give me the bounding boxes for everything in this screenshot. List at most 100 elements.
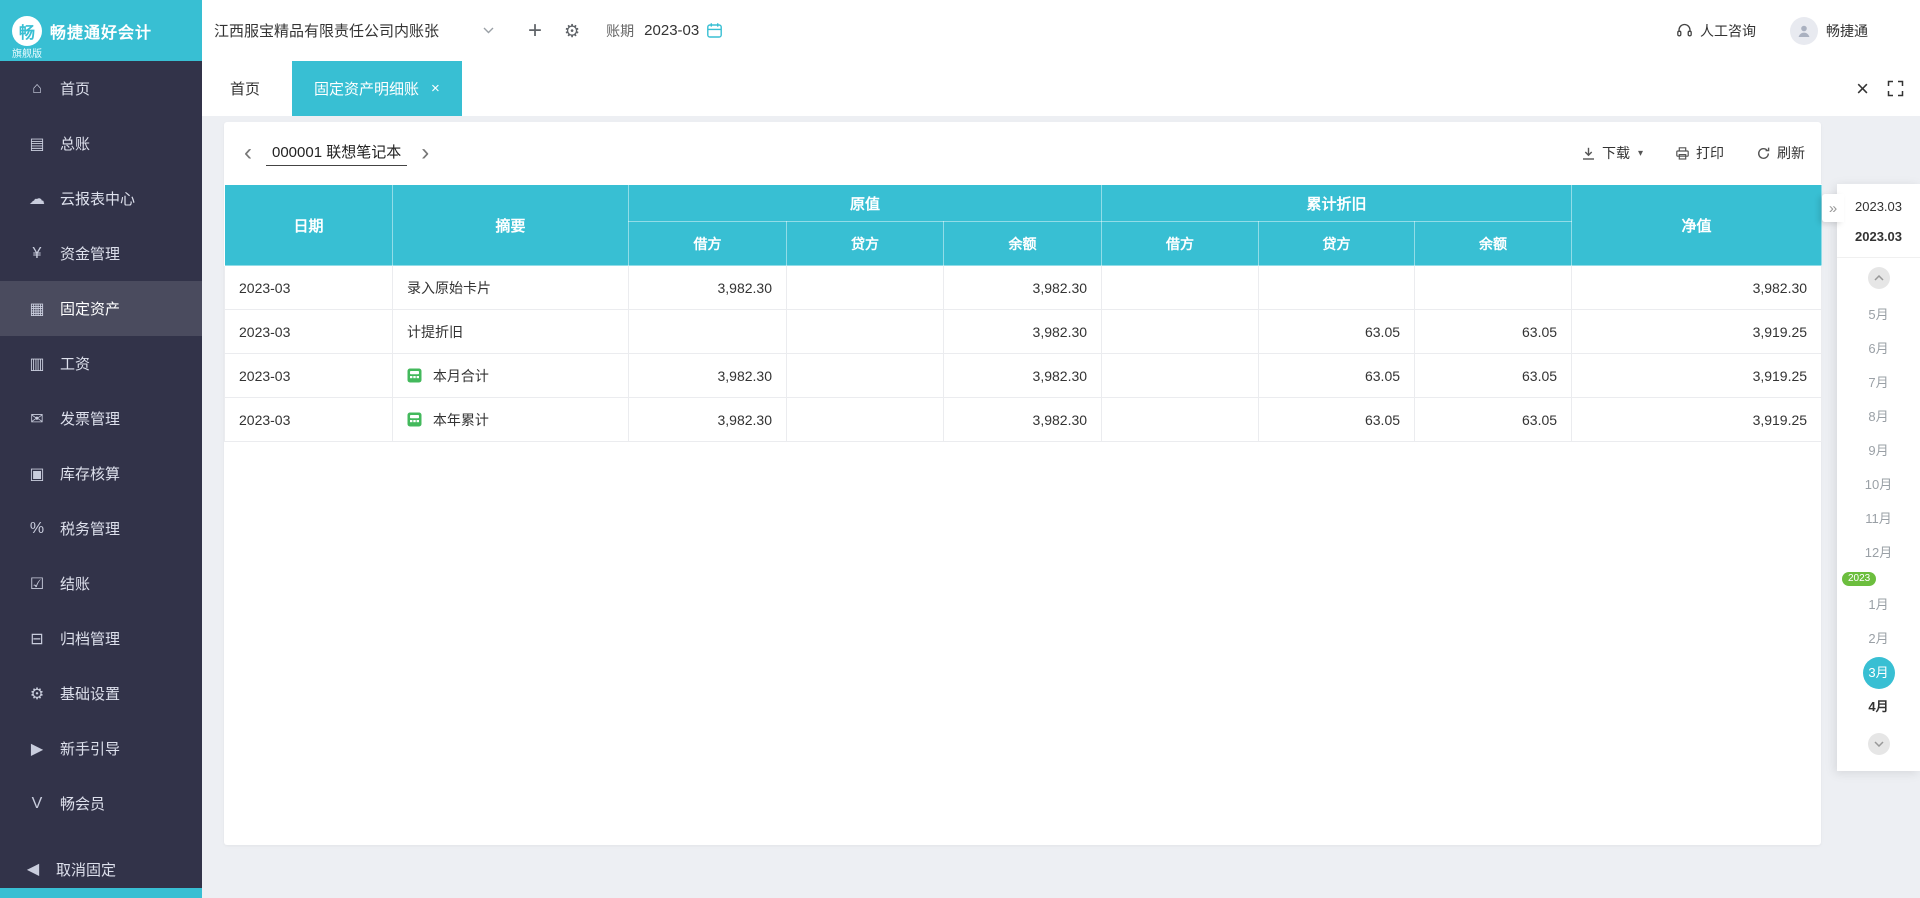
- guide-icon: ▶: [30, 740, 44, 758]
- cell-original-credit: [786, 265, 944, 310]
- unpin-icon: ◀: [26, 861, 40, 878]
- sidebar-item-fixed-assets[interactable]: ▦ 固定资产: [0, 281, 202, 336]
- period-panel: » 2023.03 2023.03 5月 6月 7月 8月 9月 10月 11月…: [1822, 184, 1920, 771]
- column-header-debit: 借方: [628, 221, 787, 266]
- sidebar-item-label: 总账: [60, 136, 91, 153]
- fullscreen-icon[interactable]: [1887, 80, 1904, 97]
- sidebar-item-label: 固定资产: [60, 301, 121, 318]
- cell-net-value: 3,982.30: [1571, 265, 1823, 310]
- month-item[interactable]: 7月: [1868, 375, 1889, 390]
- month-item[interactable]: 10月: [1864, 477, 1893, 492]
- close-icon[interactable]: ×: [1856, 75, 1869, 101]
- cell-original-debit: 3,982.30: [628, 397, 787, 442]
- company-name: 江西服宝精品有限责任公司内账张: [214, 23, 440, 40]
- accounting-period-selector[interactable]: 账期 2023-03: [606, 21, 723, 41]
- app-logo: 畅 畅捷通好会计 旗舰版: [0, 0, 202, 61]
- prev-asset-icon[interactable]: ‹: [244, 139, 252, 166]
- table-row: 2023-03 录入原始卡片 3,982.30 3,982.30 3,982.3…: [224, 265, 1823, 310]
- summary-text: 本月合计: [432, 367, 489, 384]
- cell-original-balance: 3,982.30: [942, 265, 1103, 310]
- fixed-asset-ledger-table: 日期 摘要 原值 累计折旧 净值 借方 贷方 余额 借方 贷方 余额: [224, 184, 1823, 442]
- month-item[interactable]: 12月: [1864, 545, 1893, 560]
- tab-fixed-asset-detail-ledger[interactable]: 固定资产明细账 ×: [292, 61, 462, 116]
- sidebar-item-closing[interactable]: ☑ 结账: [0, 556, 202, 611]
- sidebar-item-home[interactable]: ⌂ 首页: [0, 61, 202, 116]
- refresh-label: 刷新: [1777, 145, 1805, 161]
- sidebar-item-inventory[interactable]: ▣ 库存核算: [0, 446, 202, 501]
- table-row: 2023-03 本月合计 3,982.30 3,982.30 63.05 63.…: [224, 353, 1823, 398]
- download-button[interactable]: 下载 ▾: [1581, 143, 1643, 163]
- collapse-panel-button[interactable]: »: [1822, 194, 1844, 222]
- asset-selector[interactable]: 000001 联想笔记本: [266, 141, 408, 166]
- sidebar-item-payroll[interactable]: ▥ 工资: [0, 336, 202, 391]
- unpin-label: 取消固定: [56, 861, 117, 879]
- download-label: 下载: [1601, 145, 1630, 161]
- unpin-sidebar-button[interactable]: ◀ 取消固定: [0, 852, 202, 886]
- brand-logo-glyph: 畅: [18, 24, 35, 42]
- headset-icon: [1676, 22, 1693, 39]
- human-support-button[interactable]: 人工咨询: [1676, 21, 1756, 41]
- cell-net-value: 3,919.25: [1571, 397, 1823, 442]
- company-selector[interactable]: 江西服宝精品有限责任公司内账张: [214, 20, 494, 41]
- sidebar-bottom-accent: [0, 888, 202, 898]
- month-item[interactable]: 8月: [1868, 409, 1889, 424]
- cell-depreciation-credit: 63.05: [1258, 309, 1416, 354]
- column-header-balance: 余额: [1414, 221, 1573, 266]
- cell-date: 2023-03: [224, 397, 393, 442]
- year-badge: 2023: [1842, 572, 1877, 586]
- tab-label: 首页: [230, 81, 261, 98]
- sidebar-item-invoices[interactable]: ✉ 发票管理: [0, 391, 202, 446]
- printer-icon: [1675, 146, 1690, 161]
- sidebar-item-funds[interactable]: ¥ 资金管理: [0, 226, 202, 281]
- sidebar-item-tax[interactable]: % 税务管理: [0, 501, 202, 556]
- scroll-down-button[interactable]: [1867, 733, 1890, 755]
- tab-home[interactable]: 首页: [208, 61, 282, 116]
- invoice-icon: ✉: [30, 410, 44, 428]
- sidebar-item-settings[interactable]: ⚙ 基础设置: [0, 666, 202, 721]
- download-icon: [1581, 146, 1596, 161]
- settings-gear-icon: ⚙: [29, 685, 45, 703]
- month-item[interactable]: 5月: [1868, 307, 1889, 322]
- cell-date: 2023-03: [224, 309, 393, 354]
- avatar[interactable]: [1790, 16, 1818, 45]
- summary-calc-icon: [407, 412, 422, 430]
- month-item-current[interactable]: 4月: [1868, 699, 1889, 714]
- cell-depreciation-balance: 63.05: [1414, 309, 1573, 354]
- month-item[interactable]: 2月: [1868, 631, 1889, 646]
- cell-depreciation-debit: [1101, 397, 1260, 442]
- refresh-button[interactable]: 刷新: [1756, 143, 1805, 163]
- refresh-icon: [1756, 146, 1771, 161]
- add-icon[interactable]: +: [528, 16, 543, 44]
- cell-original-debit: 3,982.30: [628, 353, 787, 398]
- user-name[interactable]: 畅捷通: [1826, 22, 1868, 39]
- month-item[interactable]: 1月: [1868, 597, 1889, 612]
- month-item[interactable]: 9月: [1868, 443, 1889, 458]
- tab-close-icon[interactable]: ×: [431, 80, 440, 97]
- print-button[interactable]: 打印: [1675, 143, 1724, 163]
- cell-date: 2023-03: [224, 353, 393, 398]
- sidebar-item-archive[interactable]: ⊟ 归档管理: [0, 611, 202, 666]
- sidebar-menu: ⌂ 首页 ▤ 总账 ☁ 云报表中心 ¥ 资金管理 ▦ 固定资产 ▥ 工资: [0, 61, 202, 831]
- next-asset-icon[interactable]: ›: [421, 139, 430, 166]
- summary-calc-icon: [407, 368, 422, 386]
- month-item[interactable]: 6月: [1868, 341, 1889, 356]
- gear-icon[interactable]: ⚙: [564, 20, 581, 41]
- sidebar-item-cloud-reports[interactable]: ☁ 云报表中心: [0, 171, 202, 226]
- cell-depreciation-debit: [1101, 309, 1260, 354]
- month-item-active[interactable]: 3月: [1862, 657, 1895, 689]
- sidebar-item-membership[interactable]: V 畅会员: [0, 776, 202, 831]
- card-toolbar: ‹ 000001 联想笔记本 › 下载 ▾: [224, 122, 1821, 184]
- month-item[interactable]: 11月: [1865, 511, 1892, 526]
- sidebar-item-guide[interactable]: ▶ 新手引导: [0, 721, 202, 776]
- cell-depreciation-debit: [1101, 353, 1260, 398]
- sidebar-item-general-ledger[interactable]: ▤ 总账: [0, 116, 202, 171]
- payroll-icon: ▥: [29, 355, 45, 373]
- scroll-up-button[interactable]: [1867, 267, 1890, 289]
- ledger-icon: ▤: [29, 135, 45, 153]
- period-selected[interactable]: 2023.03: [1855, 229, 1902, 244]
- column-group-accumulated-depreciation: 累计折旧: [1101, 184, 1573, 222]
- period-panel-header: 2023.03 2023.03: [1837, 184, 1920, 258]
- brand-logo-icon: 畅: [12, 15, 42, 46]
- closing-icon: ☑: [29, 575, 45, 593]
